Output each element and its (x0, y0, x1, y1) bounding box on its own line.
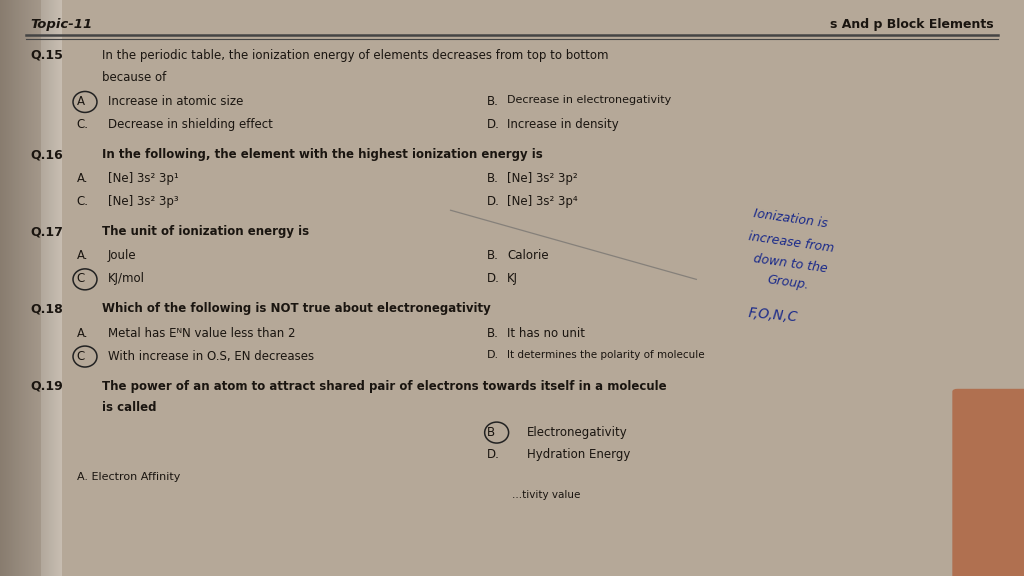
Text: Topic-11: Topic-11 (31, 18, 93, 32)
Text: A.: A. (77, 327, 88, 340)
Text: Hydration Energy: Hydration Energy (527, 448, 631, 461)
Text: Q.19: Q.19 (31, 380, 63, 393)
Text: C.: C. (77, 195, 89, 209)
Text: Ionization is: Ionization is (753, 207, 828, 230)
Text: Which of the following is NOT true about electronegativity: Which of the following is NOT true about… (102, 302, 492, 316)
Text: D.: D. (486, 448, 500, 461)
Text: because of: because of (102, 71, 167, 84)
Text: KJ: KJ (507, 272, 518, 286)
Text: In the periodic table, the ionization energy of elements decreases from top to b: In the periodic table, the ionization en… (102, 49, 609, 62)
Text: F,O,N,C: F,O,N,C (748, 306, 799, 325)
Text: Q.18: Q.18 (31, 302, 63, 316)
Text: increase from: increase from (748, 230, 835, 255)
Text: B.: B. (486, 172, 499, 185)
Text: down to the: down to the (753, 252, 828, 275)
Text: KJ/mol: KJ/mol (108, 272, 144, 286)
Text: [Ne] 3s² 3p³: [Ne] 3s² 3p³ (108, 195, 178, 209)
Text: Increase in density: Increase in density (507, 118, 618, 131)
Text: A.: A. (77, 249, 88, 263)
Text: Metal has EᴺN value less than 2: Metal has EᴺN value less than 2 (108, 327, 295, 340)
Text: Joule: Joule (108, 249, 136, 263)
Text: It determines the polarity of molecule: It determines the polarity of molecule (507, 350, 705, 359)
Text: C.: C. (77, 118, 89, 131)
Text: ...tivity value: ...tivity value (512, 490, 581, 500)
FancyBboxPatch shape (952, 389, 1024, 576)
Text: Q.17: Q.17 (31, 225, 63, 238)
Text: Q.15: Q.15 (31, 49, 63, 62)
Text: Increase in atomic size: Increase in atomic size (108, 95, 243, 108)
Text: Calorie: Calorie (507, 249, 549, 263)
Text: It has no unit: It has no unit (507, 327, 585, 340)
Text: Q.16: Q.16 (31, 148, 63, 161)
Text: The power of an atom to attract shared pair of electrons towards itself in a mol: The power of an atom to attract shared p… (102, 380, 667, 393)
Text: Decrease in shielding effect: Decrease in shielding effect (108, 118, 272, 131)
Text: Group.: Group. (766, 274, 810, 293)
Text: The unit of ionization energy is: The unit of ionization energy is (102, 225, 309, 238)
Text: Decrease in electronegativity: Decrease in electronegativity (507, 95, 671, 105)
Text: Electronegativity: Electronegativity (527, 426, 628, 439)
Text: D.: D. (486, 350, 499, 359)
Text: D.: D. (486, 272, 500, 286)
Text: B.: B. (486, 95, 499, 108)
Text: B.: B. (486, 249, 499, 263)
Text: s And p Block Elements: s And p Block Elements (829, 18, 993, 32)
Text: A.: A. (77, 172, 88, 185)
Text: D.: D. (486, 195, 500, 209)
Text: A. Electron Affinity: A. Electron Affinity (77, 472, 180, 482)
Text: In the following, the element with the highest ionization energy is: In the following, the element with the h… (102, 148, 543, 161)
FancyBboxPatch shape (0, 0, 41, 576)
Text: is called: is called (102, 401, 157, 415)
Text: B: B (486, 426, 495, 439)
Text: C: C (77, 350, 85, 363)
Text: B.: B. (486, 327, 499, 340)
Text: [Ne] 3s² 3p²: [Ne] 3s² 3p² (507, 172, 578, 185)
Text: With increase in O.S, EN decreases: With increase in O.S, EN decreases (108, 350, 313, 363)
Text: D.: D. (486, 118, 500, 131)
Text: A: A (77, 95, 85, 108)
Text: [Ne] 3s² 3p⁴: [Ne] 3s² 3p⁴ (507, 195, 578, 209)
Text: [Ne] 3s² 3p¹: [Ne] 3s² 3p¹ (108, 172, 178, 185)
Text: C: C (77, 272, 85, 286)
